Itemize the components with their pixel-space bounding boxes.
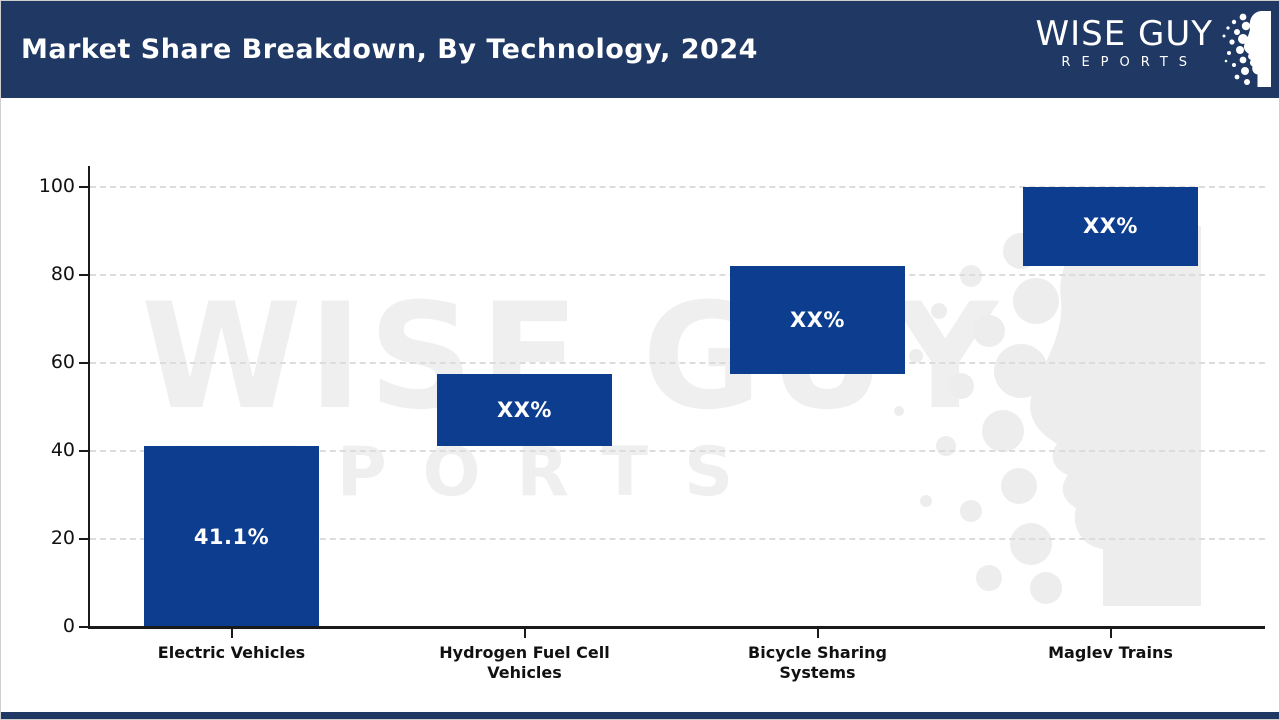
gridline	[90, 450, 1265, 452]
bar: XX%	[730, 265, 905, 374]
x-axis-tick	[230, 629, 233, 638]
gridline	[90, 186, 1265, 188]
x-axis-line	[88, 626, 1265, 629]
bar: XX%	[1023, 187, 1198, 266]
x-axis-tick	[816, 629, 819, 638]
y-axis-tick	[79, 538, 88, 540]
bar-value-label: XX%	[790, 307, 845, 332]
gridline	[90, 538, 1265, 540]
bar-value-label: XX%	[497, 398, 552, 423]
y-axis-tick-label: 20	[50, 527, 75, 549]
y-axis-tick	[79, 274, 88, 276]
logo-text: WISE GUY REPORTS	[1035, 15, 1213, 71]
logo-subtitle: REPORTS	[1061, 55, 1199, 70]
x-axis-category-label: Maglev Trains	[1048, 643, 1173, 662]
x-axis-category-label: Bicycle Sharing Systems	[748, 643, 887, 682]
x-axis-category-label: Electric Vehicles	[157, 643, 306, 662]
watermark-face-icon	[894, 207, 1201, 606]
y-axis-line	[88, 166, 90, 629]
header-band: Market Share Breakdown, By Technology, 2…	[1, 1, 1279, 98]
x-axis-tick	[1109, 629, 1112, 638]
bar-value-label: XX%	[1083, 214, 1138, 239]
y-axis-tick-label: 40	[50, 439, 75, 461]
footer-band	[1, 712, 1279, 719]
y-axis-tick-label: 100	[38, 175, 75, 197]
wise-guy-reports-logo: WISE GUY REPORTS	[1025, 9, 1271, 91]
x-axis-tick	[523, 629, 526, 638]
y-axis-tick	[79, 362, 88, 364]
y-axis-tick	[79, 626, 88, 628]
y-axis-tick-label: 80	[50, 263, 75, 285]
gridline	[90, 362, 1265, 364]
y-axis-tick	[79, 450, 88, 452]
logo-face-icon	[1222, 11, 1271, 87]
x-axis-category-label: Hydrogen Fuel Cell Vehicles	[439, 643, 610, 682]
y-axis-tick-label: 0	[62, 615, 75, 637]
y-axis-tick	[79, 186, 88, 188]
page-title: Market Share Breakdown, By Technology, 2…	[21, 34, 758, 65]
bar: XX%	[437, 374, 612, 447]
y-axis-tick-label: 60	[50, 351, 75, 373]
bar-value-label: 41.1%	[193, 524, 270, 549]
bar: 41.1%	[144, 446, 319, 627]
waterfall-chart: 0 20 40 60 80 100 41.1% Electric Vehicles XX% Hyd…	[1, 98, 1279, 714]
logo-wordmark: WISE GUY	[1035, 14, 1213, 54]
gridline	[90, 274, 1265, 276]
